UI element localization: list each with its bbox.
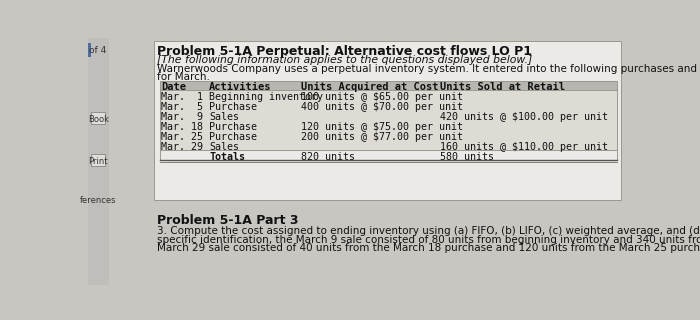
Text: Book: Book: [88, 115, 109, 124]
FancyBboxPatch shape: [160, 130, 617, 140]
Text: Purchase: Purchase: [209, 122, 257, 132]
Text: Units Acquired at Cost: Units Acquired at Cost: [300, 82, 438, 92]
Text: [The following information applies to the questions displayed below.]: [The following information applies to th…: [158, 55, 533, 65]
Text: Print: Print: [89, 157, 108, 166]
Text: Mar.  1: Mar. 1: [161, 92, 203, 101]
Text: Beginning inventory: Beginning inventory: [209, 92, 323, 101]
Text: Sales: Sales: [209, 112, 239, 122]
FancyBboxPatch shape: [160, 140, 617, 150]
Text: for March.: for March.: [158, 71, 210, 82]
FancyBboxPatch shape: [160, 120, 617, 130]
Text: Mar. 29: Mar. 29: [161, 141, 203, 152]
Text: Problem 5-1A Part 3: Problem 5-1A Part 3: [158, 214, 299, 227]
Text: specific identification, the March 9 sale consisted of 80 units from beginning i: specific identification, the March 9 sal…: [158, 235, 700, 245]
Text: 3. Compute the cost assigned to ending inventory using (a) FIFO, (b) LIFO, (c) w: 3. Compute the cost assigned to ending i…: [158, 226, 700, 236]
Text: of 4: of 4: [89, 46, 106, 55]
Text: Totals: Totals: [209, 152, 245, 162]
Text: Mar. 25: Mar. 25: [161, 132, 203, 141]
Text: 160 units @ $110.00 per unit: 160 units @ $110.00 per unit: [440, 141, 608, 152]
FancyBboxPatch shape: [90, 154, 104, 166]
Text: Mar.  9: Mar. 9: [161, 112, 203, 122]
Text: Purchase: Purchase: [209, 101, 257, 112]
FancyBboxPatch shape: [160, 90, 617, 100]
Text: 120 units @ $75.00 per unit: 120 units @ $75.00 per unit: [300, 122, 463, 132]
FancyBboxPatch shape: [160, 81, 617, 90]
Text: Date: Date: [161, 82, 186, 92]
FancyBboxPatch shape: [90, 112, 104, 124]
Text: Warnerwoods Company uses a perpetual inventory system. It entered into the follo: Warnerwoods Company uses a perpetual inv…: [158, 64, 700, 74]
Text: 580 units: 580 units: [440, 152, 494, 162]
FancyBboxPatch shape: [154, 42, 621, 200]
Text: March 29 sale consisted of 40 units from the March 18 purchase and 120 units fro: March 29 sale consisted of 40 units from…: [158, 243, 700, 253]
FancyBboxPatch shape: [88, 38, 109, 285]
Text: ferences: ferences: [80, 196, 117, 204]
FancyBboxPatch shape: [88, 43, 92, 57]
FancyBboxPatch shape: [160, 110, 617, 120]
Text: Problem 5-1A Perpetual: Alternative cost flows LO P1: Problem 5-1A Perpetual: Alternative cost…: [158, 45, 532, 58]
Text: 200 units @ $77.00 per unit: 200 units @ $77.00 per unit: [300, 132, 463, 141]
Text: 820 units: 820 units: [300, 152, 355, 162]
Text: Sales: Sales: [209, 141, 239, 152]
Text: Activities: Activities: [209, 82, 272, 92]
Text: Mar.  5: Mar. 5: [161, 101, 203, 112]
Text: 400 units @ $70.00 per unit: 400 units @ $70.00 per unit: [300, 101, 463, 112]
Text: Units Sold at Retail: Units Sold at Retail: [440, 82, 565, 92]
Text: Mar. 18: Mar. 18: [161, 122, 203, 132]
Text: 420 units @ $100.00 per unit: 420 units @ $100.00 per unit: [440, 112, 608, 122]
Text: Purchase: Purchase: [209, 132, 257, 141]
Text: 100 units @ $65.00 per unit: 100 units @ $65.00 per unit: [300, 92, 463, 101]
FancyBboxPatch shape: [160, 100, 617, 110]
